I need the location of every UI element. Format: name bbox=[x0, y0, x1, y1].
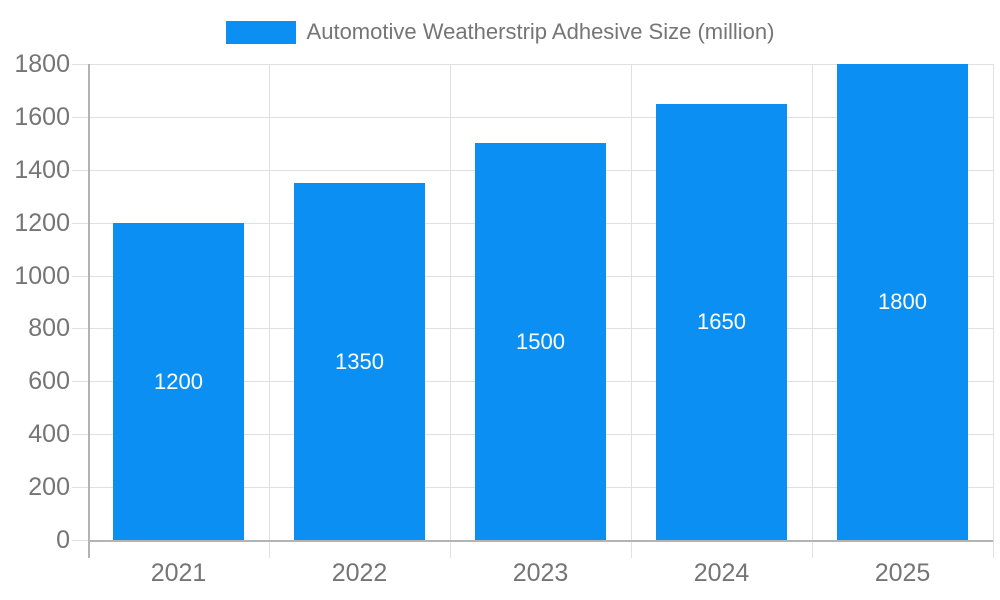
x-tick bbox=[450, 540, 451, 558]
y-tick-label: 1000 bbox=[14, 262, 70, 290]
x-tick-label-2024: 2024 bbox=[693, 559, 750, 587]
x-tick-label-2022: 2022 bbox=[331, 559, 388, 587]
y-tick bbox=[72, 434, 88, 435]
bar-2025[interactable]: 1800 bbox=[837, 64, 968, 540]
y-tick-label: 1600 bbox=[14, 103, 70, 131]
x-tick bbox=[631, 540, 632, 558]
y-tick-label: 1200 bbox=[14, 209, 70, 237]
y-tick bbox=[72, 381, 88, 382]
bar-value-label: 1800 bbox=[878, 289, 927, 314]
x-axis-line bbox=[88, 540, 993, 542]
bar-value-label: 1200 bbox=[154, 369, 203, 394]
x-tick-label-2021: 2021 bbox=[150, 559, 207, 587]
y-tick-label: 800 bbox=[28, 314, 70, 342]
x-gridline bbox=[993, 64, 994, 540]
bar-value-label: 1650 bbox=[697, 309, 746, 334]
bar-value-label: 1500 bbox=[516, 329, 565, 354]
bar-2021[interactable]: 1200 bbox=[113, 223, 244, 540]
y-tick-label: 1800 bbox=[14, 50, 70, 78]
x-gridline bbox=[631, 64, 632, 540]
y-tick-label: 600 bbox=[28, 367, 70, 395]
x-tick-label-2025: 2025 bbox=[874, 559, 931, 587]
y-tick-label: 0 bbox=[56, 526, 70, 554]
bar-2022[interactable]: 1350 bbox=[294, 183, 425, 540]
y-gridline bbox=[88, 64, 993, 65]
y-tick bbox=[72, 223, 88, 224]
y-tick bbox=[72, 487, 88, 488]
y-tick bbox=[72, 328, 88, 329]
y-tick bbox=[72, 117, 88, 118]
x-tick-label-2023: 2023 bbox=[512, 559, 569, 587]
y-tick bbox=[72, 276, 88, 277]
x-gridline bbox=[450, 64, 451, 540]
x-gridline bbox=[269, 64, 270, 540]
legend-label: Automotive Weatherstrip Adhesive Size (m… bbox=[306, 19, 775, 44]
x-tick bbox=[812, 540, 813, 558]
y-axis-line bbox=[88, 64, 90, 558]
x-gridline bbox=[812, 64, 813, 540]
y-tick-label: 400 bbox=[28, 420, 70, 448]
y-tick-label: 1400 bbox=[14, 156, 70, 184]
legend[interactable]: Automotive Weatherstrip Adhesive Size (m… bbox=[0, 17, 1000, 47]
x-tick bbox=[269, 540, 270, 558]
bar-2024[interactable]: 1650 bbox=[656, 104, 787, 540]
bar-2023[interactable]: 1500 bbox=[475, 143, 606, 540]
legend-swatch-icon bbox=[225, 20, 296, 44]
y-tick bbox=[72, 64, 88, 65]
bar-value-label: 1350 bbox=[335, 349, 384, 374]
y-tick bbox=[72, 540, 88, 541]
y-tick-label: 200 bbox=[28, 473, 70, 501]
y-tick bbox=[72, 170, 88, 171]
y-gridline bbox=[88, 117, 993, 118]
x-tick bbox=[993, 540, 994, 558]
